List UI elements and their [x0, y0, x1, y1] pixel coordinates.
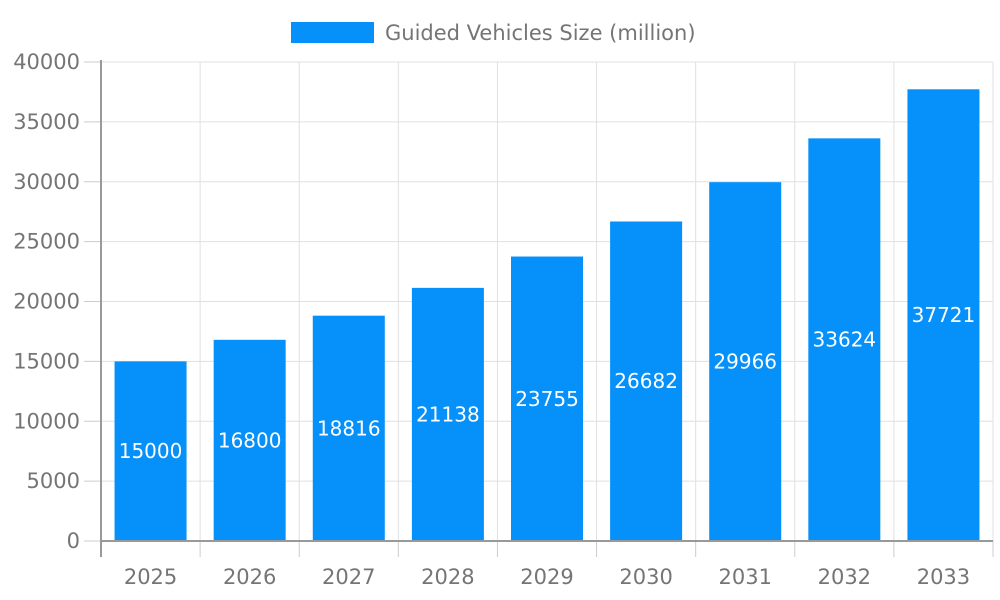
- bar-value-label: 21138: [416, 402, 480, 426]
- x-tick-label: 2030: [619, 565, 672, 589]
- bar-value-label: 16800: [218, 428, 282, 452]
- bar-value-label: 29966: [713, 350, 777, 374]
- x-tick-label: 2029: [520, 565, 573, 589]
- y-tick-label: 10000: [13, 409, 80, 433]
- legend-swatch[interactable]: [291, 22, 374, 43]
- y-tick-label: 40000: [13, 50, 80, 74]
- bar-2028[interactable]: [411, 287, 484, 541]
- y-tick-label: 5000: [27, 469, 80, 493]
- bar-value-label: 26682: [614, 369, 678, 393]
- y-tick-label: 35000: [13, 110, 80, 134]
- bar-value-label: 37721: [912, 303, 976, 327]
- x-tick-label: 2026: [223, 565, 276, 589]
- chart-legend[interactable]: Guided Vehicles Size (million): [291, 21, 696, 45]
- y-tick-label: 0: [67, 529, 80, 553]
- bar-value-label: 23755: [515, 387, 579, 411]
- bar-value-label: 18816: [317, 416, 381, 440]
- label-layer: 0 5000 10000 15000 20000 25000 30000 35000 40000…: [13, 50, 975, 589]
- bar-layer: [114, 89, 980, 542]
- x-tick-label: 2033: [917, 565, 970, 589]
- bar-2033[interactable]: [907, 89, 980, 542]
- x-tick-label: 2028: [421, 565, 474, 589]
- bar-2029[interactable]: [511, 256, 583, 541]
- y-tick-label: 15000: [13, 349, 80, 373]
- bar-value-label: 15000: [119, 439, 183, 463]
- y-tick-label: 25000: [13, 230, 80, 254]
- bar-2027[interactable]: [312, 315, 385, 541]
- bar-2030[interactable]: [610, 221, 683, 542]
- bar-2026[interactable]: [213, 339, 286, 541]
- y-tick-label: 20000: [13, 290, 80, 314]
- bar-2031[interactable]: [709, 182, 782, 541]
- axis-layer: [84, 60, 994, 557]
- grid-layer: [101, 61, 994, 541]
- bar-2025[interactable]: [114, 361, 187, 541]
- legend-label: Guided Vehicles Size (million): [385, 21, 696, 45]
- x-tick-label: 2025: [124, 565, 177, 589]
- x-tick-label: 2031: [718, 565, 771, 589]
- x-tick-label: 2032: [818, 565, 871, 589]
- x-tick-label: 2027: [322, 565, 375, 589]
- bar-value-label: 33624: [813, 328, 877, 352]
- bar-2032[interactable]: [808, 138, 881, 541]
- y-tick-label: 30000: [13, 170, 80, 194]
